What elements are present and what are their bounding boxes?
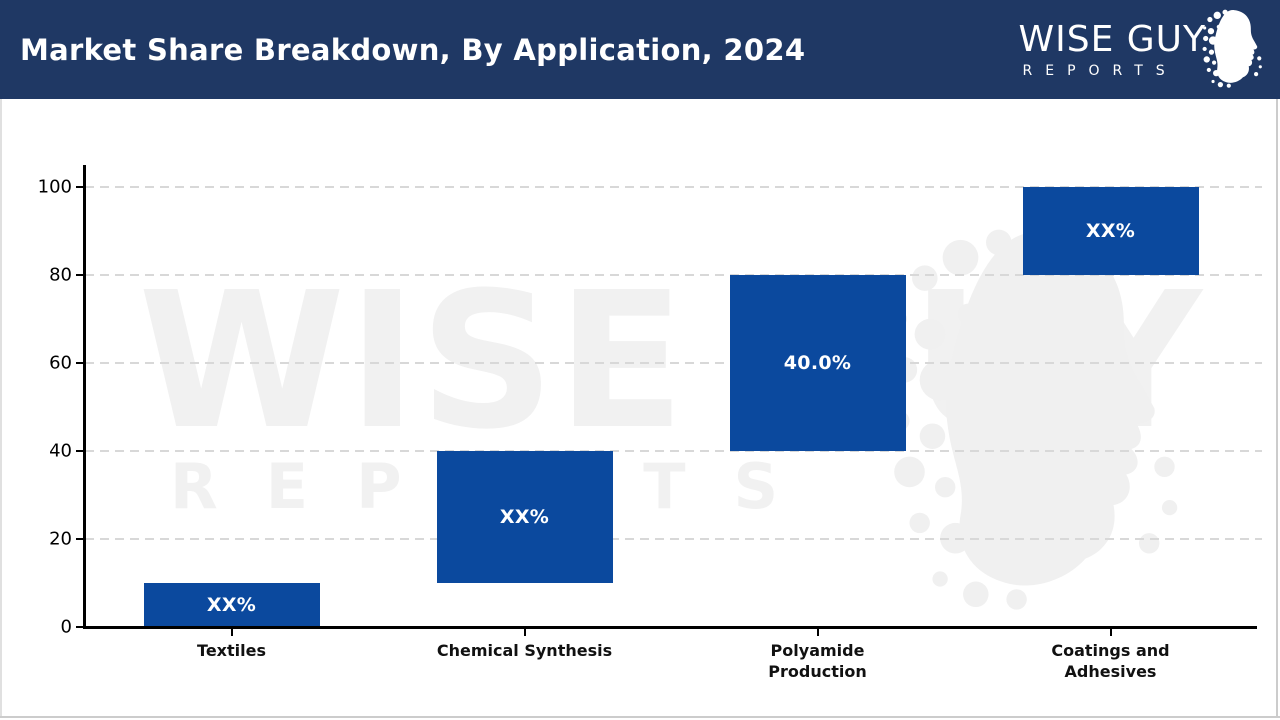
- bar-coatings-and-adhesives: XX%: [1022, 187, 1199, 275]
- x-category-label-2: Polyamide Production: [768, 641, 867, 681]
- gridline-100: [85, 186, 1262, 188]
- brand-logo-text: WISE GUY REPORTS: [1018, 18, 1207, 79]
- frame-border-right: [1276, 99, 1278, 717]
- x-axis: [83, 626, 1257, 629]
- y-tick-label-40: 40: [49, 440, 72, 462]
- page-header: Market Share Breakdown, By Application, …: [0, 0, 1280, 99]
- bar-textiles: XX%: [143, 583, 320, 627]
- y-tick-20: [76, 538, 85, 540]
- y-axis: [83, 165, 86, 629]
- x-tick-3: [1109, 629, 1112, 636]
- x-tick-1: [523, 629, 526, 636]
- bar-value-label: XX%: [206, 594, 257, 616]
- x-category-label-3: Coatings and Adhesives: [1051, 641, 1170, 681]
- y-tick-40: [76, 450, 85, 452]
- x-tick-2: [816, 629, 819, 636]
- chart-area: 0 20 40 60 80 100 XX% Textiles XX% Chemical Synth…: [0, 99, 1280, 717]
- brand-logo: WISE GUY REPORTS: [1019, 8, 1280, 92]
- y-tick-0: [76, 626, 85, 628]
- bar-value-label: 40.0%: [783, 352, 852, 374]
- x-category-label-1: Chemical Synthesis: [436, 641, 613, 660]
- gridline-60: [85, 362, 1262, 364]
- y-tick-100: [76, 186, 85, 188]
- brand-name: WISE GUY: [1018, 18, 1206, 60]
- brand-tagline: REPORTS: [1022, 62, 1178, 79]
- y-tick-label-60: 60: [49, 352, 72, 374]
- bar-value-label: XX%: [1085, 220, 1136, 242]
- bar-chemical-synthesis: XX%: [436, 451, 613, 583]
- y-tick-label-100: 100: [37, 176, 72, 198]
- frame-border-bottom: [0, 716, 1280, 718]
- bar-polyamide-production: 40.0%: [729, 275, 906, 451]
- frame-border-left: [0, 99, 2, 718]
- y-tick-label-20: 20: [49, 528, 72, 550]
- bar-value-label: XX%: [499, 506, 550, 528]
- x-category-label-0: Textiles: [197, 641, 266, 660]
- brand-head-icon: [1202, 9, 1262, 88]
- y-tick-label-80: 80: [49, 264, 72, 286]
- page-title: Market Share Breakdown, By Application, …: [20, 32, 806, 67]
- y-tick-80: [76, 274, 85, 276]
- gridline-20: [85, 538, 1262, 540]
- gridline-40: [85, 450, 1262, 452]
- gridline-80: [85, 274, 1262, 276]
- y-tick-label-0: 0: [60, 616, 72, 638]
- x-tick-0: [230, 629, 233, 636]
- y-tick-60: [76, 362, 85, 364]
